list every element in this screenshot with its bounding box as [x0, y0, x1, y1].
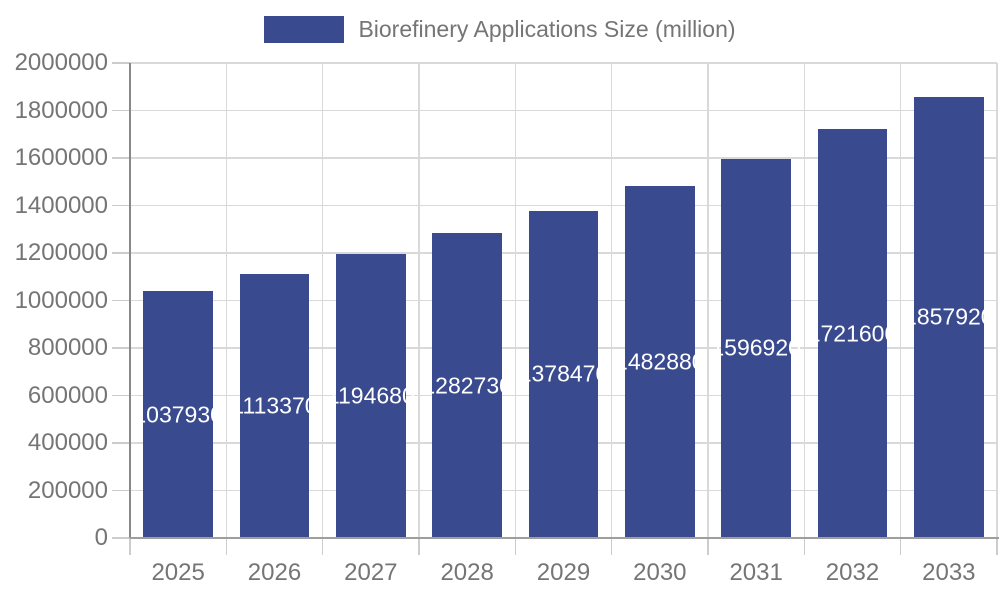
legend-swatch — [264, 16, 345, 43]
x-axis-line — [130, 537, 999, 539]
bar-2031[interactable] — [721, 158, 791, 538]
y-tick-label: 1200000 — [14, 239, 108, 266]
gridline-vertical — [899, 63, 902, 538]
y-tick-label: 0 — [94, 524, 108, 551]
gridline-vertical — [707, 63, 709, 538]
gridline-vertical — [225, 63, 228, 538]
bar-2033[interactable] — [914, 96, 984, 538]
gridline-vertical — [418, 63, 420, 538]
bar-2025[interactable] — [143, 291, 213, 538]
y-tick-label: 2000000 — [14, 49, 108, 76]
bar-value-label-2031: 1596920 — [711, 334, 801, 361]
bar-2028[interactable] — [432, 233, 502, 538]
legend-label: Biorefinery Applications Size (million) — [358, 16, 736, 42]
x-axis-tick — [418, 538, 420, 555]
bar-value-label-2028: 1282730 — [422, 372, 512, 399]
x-axis-tick — [996, 538, 998, 555]
y-tick-label: 200000 — [27, 476, 108, 504]
x-axis-tick — [129, 538, 131, 555]
y-axis-tick — [112, 62, 130, 64]
x-tick-label-2028: 2028 — [440, 559, 494, 586]
bar-2027[interactable] — [336, 254, 406, 538]
y-axis-tick — [112, 394, 130, 397]
gridline-horizontal — [130, 157, 997, 159]
y-axis-tick — [112, 537, 130, 539]
bar-2030[interactable] — [625, 185, 695, 538]
y-tick-label: 1800000 — [14, 96, 108, 124]
gridline-vertical — [803, 63, 806, 538]
y-axis-tick — [112, 252, 130, 254]
y-axis-tick — [112, 204, 130, 207]
gridline-horizontal — [130, 109, 997, 112]
bar-value-label-2033: 1857920 — [904, 303, 994, 330]
gridline-vertical — [996, 63, 998, 538]
x-tick-label-2030: 2030 — [633, 559, 687, 586]
bar-2029[interactable] — [528, 210, 599, 538]
bar-value-label-2032: 1721600 — [807, 320, 898, 347]
y-tick-label: 600000 — [27, 381, 108, 409]
y-axis-tick — [112, 442, 130, 444]
y-tick-label: 800000 — [27, 334, 108, 361]
x-axis-tick — [899, 538, 902, 555]
x-axis-tick — [707, 538, 709, 555]
x-axis-tick — [225, 538, 228, 555]
y-tick-label: 400000 — [27, 429, 108, 456]
x-axis-tick — [610, 538, 613, 555]
y-axis-tick — [112, 489, 130, 492]
y-tick-label: 1600000 — [14, 144, 108, 171]
bar-value-label-2027: 1194680 — [326, 382, 415, 409]
x-axis-tick — [321, 538, 324, 555]
gridline-vertical — [321, 63, 324, 538]
y-axis-line — [128, 63, 131, 538]
bar-value-label-2030: 1482880 — [615, 348, 705, 375]
x-axis-tick — [803, 538, 806, 555]
bar-2032[interactable] — [817, 129, 888, 538]
legend[interactable]: Biorefinery Applications Size (million) — [0, 16, 1000, 43]
y-axis-tick — [112, 109, 130, 112]
x-tick-label-2029: 2029 — [536, 559, 591, 586]
y-axis-tick — [112, 299, 130, 302]
y-tick-label: 1000000 — [14, 286, 108, 314]
x-tick-label-2033: 2033 — [922, 559, 976, 586]
x-tick-label-2026: 2026 — [247, 559, 302, 586]
x-tick-label-2031: 2031 — [729, 559, 783, 586]
gridline-horizontal — [130, 62, 997, 64]
gridline-horizontal — [130, 204, 997, 207]
bar-value-label-2026: 1113370 — [231, 392, 318, 419]
y-axis-tick — [112, 157, 130, 159]
y-axis-tick — [112, 347, 130, 349]
bar-value-label-2025: 1037930 — [133, 401, 223, 428]
gridline-vertical — [514, 63, 517, 538]
x-tick-label-2025: 2025 — [151, 559, 205, 586]
gridline-vertical — [610, 63, 613, 538]
x-axis-tick — [514, 538, 517, 555]
bar-2026[interactable] — [239, 273, 310, 538]
x-tick-label-2032: 2032 — [825, 559, 880, 586]
y-tick-label: 1400000 — [14, 191, 108, 219]
bar-value-label-2029: 1378470 — [518, 360, 609, 387]
x-tick-label-2027: 2027 — [344, 559, 398, 586]
